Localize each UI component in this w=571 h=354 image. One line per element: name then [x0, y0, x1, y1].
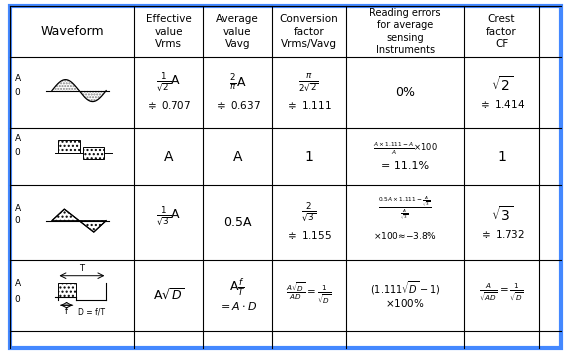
Text: $\frac{2}{\sqrt{3}}$: $\frac{2}{\sqrt{3}}$ [301, 201, 316, 224]
Text: A$\frac{f}{T}$: A$\frac{f}{T}$ [229, 277, 246, 298]
Text: $\times$100%: $\times$100% [385, 297, 425, 309]
Bar [58, 140, 79, 153]
Text: 0.5A: 0.5A [223, 216, 252, 229]
Text: 0: 0 [15, 148, 21, 157]
Text: $\sqrt{2}$: $\sqrt{2}$ [490, 75, 513, 94]
Text: Effective
value
Vrms: Effective value Vrms [146, 14, 191, 49]
Text: $\frac{1}{\sqrt{2}}$A: $\frac{1}{\sqrt{2}}$A [156, 71, 181, 94]
Text: $\doteqdot$ 1.111: $\doteqdot$ 1.111 [286, 99, 332, 111]
Bar [83, 147, 104, 159]
Text: 0%: 0% [395, 86, 415, 99]
Text: $\doteqdot$ 0.707: $\doteqdot$ 0.707 [146, 99, 192, 111]
Text: Reading errors
for average
sensing
Instruments: Reading errors for average sensing Instr… [369, 8, 441, 55]
Text: $\doteqdot$ 1.732: $\doteqdot$ 1.732 [478, 228, 525, 240]
Text: $\doteqdot$ 0.637: $\doteqdot$ 0.637 [214, 99, 261, 111]
Polygon shape [79, 221, 106, 232]
Text: $\frac{A\times1.111-A}{A}$×100: $\frac{A\times1.111-A}{A}$×100 [373, 141, 437, 157]
Text: A: A [164, 149, 173, 164]
Text: Conversion
factor
Vrms/Vavg: Conversion factor Vrms/Vavg [280, 14, 338, 49]
Text: Average
value
Vavg: Average value Vavg [216, 14, 259, 49]
Text: A: A [232, 149, 242, 164]
Text: A: A [15, 279, 21, 288]
Text: $(1.111\sqrt{D}-1)$: $(1.111\sqrt{D}-1)$ [370, 280, 441, 297]
Text: 0: 0 [15, 295, 21, 304]
Text: Crest
factor
CF: Crest factor CF [486, 14, 517, 49]
Text: $\frac{1}{\sqrt{3}}$A: $\frac{1}{\sqrt{3}}$A [156, 204, 181, 228]
Text: $\sqrt{3}$: $\sqrt{3}$ [490, 205, 513, 224]
Text: Waveform: Waveform [41, 25, 104, 38]
Text: 0: 0 [15, 216, 21, 225]
Text: 1: 1 [497, 149, 506, 164]
Text: $= A \cdot D$: $= A \cdot D$ [218, 300, 257, 312]
Text: = 11.1%: = 11.1% [381, 161, 429, 171]
Text: $\doteqdot$ 1.414: $\doteqdot$ 1.414 [478, 98, 525, 110]
Text: A$\sqrt{D}$: A$\sqrt{D}$ [153, 287, 184, 303]
Text: A: A [15, 134, 21, 143]
Text: 0: 0 [15, 88, 21, 97]
Text: f: f [65, 307, 68, 316]
Text: ×100≈$-$3.8%: ×100≈$-$3.8% [373, 230, 437, 241]
Text: $\frac{A\sqrt{D}}{AD}=\frac{1}{\sqrt{D}}$: $\frac{A\sqrt{D}}{AD}=\frac{1}{\sqrt{D}}… [286, 281, 332, 306]
Text: D = f/T: D = f/T [78, 307, 105, 316]
Text: A: A [15, 204, 21, 212]
Text: T: T [79, 264, 85, 273]
Text: $\frac{A}{\sqrt{AD}}=\frac{1}{\sqrt{D}}$: $\frac{A}{\sqrt{AD}}=\frac{1}{\sqrt{D}}$ [479, 282, 524, 304]
Text: A: A [15, 74, 21, 83]
Text: $\frac{0.5A\times1.111-\frac{A}{\sqrt{3}}}{\frac{A}{\sqrt{3}}}$: $\frac{0.5A\times1.111-\frac{A}{\sqrt{3}… [379, 194, 432, 221]
Polygon shape [52, 209, 79, 221]
Bar [58, 284, 75, 297]
Text: $\doteqdot$ 1.155: $\doteqdot$ 1.155 [286, 229, 332, 241]
Text: $\frac{2}{\pi}$A: $\frac{2}{\pi}$A [228, 72, 246, 93]
Text: 1: 1 [304, 149, 313, 164]
Text: $\frac{\pi}{2\sqrt{2}}$: $\frac{\pi}{2\sqrt{2}}$ [299, 72, 319, 93]
